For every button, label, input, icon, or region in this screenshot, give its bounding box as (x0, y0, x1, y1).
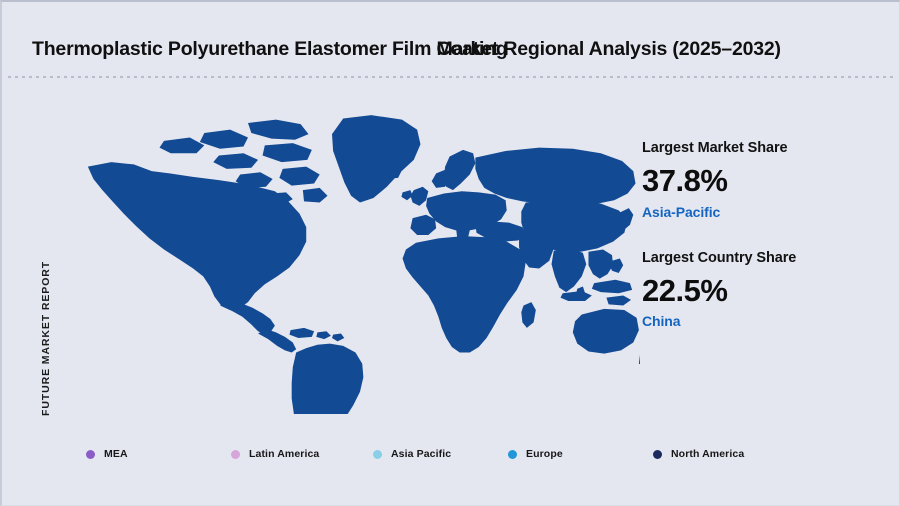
world-map-svg (87, 115, 640, 414)
stat-region: Asia-Pacific (642, 203, 721, 220)
stat-region: China (642, 313, 681, 330)
title-divider (8, 76, 896, 78)
legend-label: Latin America (249, 448, 320, 460)
stat-block-largest-market-share: Largest Market Share 37.8% Asia-Pacific (642, 140, 890, 220)
legend-dot-icon (231, 449, 240, 459)
stat-label: Largest Country Share (642, 249, 797, 266)
legend-dot-icon (653, 449, 662, 459)
legend-item-latin-america: Latin America (231, 448, 319, 460)
legend-item-north-america: North America (653, 448, 744, 460)
stat-value: 37.8% (642, 163, 728, 198)
legend-label: Asia Pacific (391, 448, 452, 460)
title-overlap-over: Coating (436, 38, 508, 60)
brand-vertical-text: FUTURE MARKET REPORT (40, 260, 52, 416)
brand-vertical-label: FUTURE MARKET REPORT (24, 230, 52, 420)
world-map (80, 94, 640, 414)
legend-item-asia-pacific: Asia Pacific (373, 448, 451, 460)
legend-label: North America (671, 448, 745, 460)
title-bar: Thermoplastic Polyurethane Elastomer Fil… (2, 2, 900, 78)
chart-legend: MEA Latin America Asia Pacific Europe No… (86, 448, 786, 472)
legend-label: MEA (104, 448, 128, 460)
legend-item-europe: Europe (508, 448, 563, 460)
stat-label: Largest Market Share (642, 140, 788, 156)
title-prefix: Thermoplastic Polyurethane Elastomer Fil… (32, 38, 437, 60)
stat-value: 22.5% (642, 272, 728, 308)
title-overlap-under: Market (436, 38, 499, 60)
stats-panel: Largest Market Share 37.8% Asia-Pacific … (642, 140, 890, 359)
map-landmasses (87, 115, 640, 414)
title-overlap-group: Market Coating (436, 38, 507, 61)
stat-block-largest-country-share: Largest Country Share 22.5% China (642, 250, 890, 330)
legend-dot-icon (508, 449, 517, 459)
page-title: Thermoplastic Polyurethane Elastomer Fil… (32, 38, 781, 61)
legend-dot-icon (86, 449, 95, 459)
legend-item-mea: MEA (86, 448, 128, 460)
legend-label: Europe (526, 448, 563, 460)
legend-dot-icon (373, 449, 382, 459)
title-suffix: Regional Analysis (2025–2032) (498, 38, 781, 60)
